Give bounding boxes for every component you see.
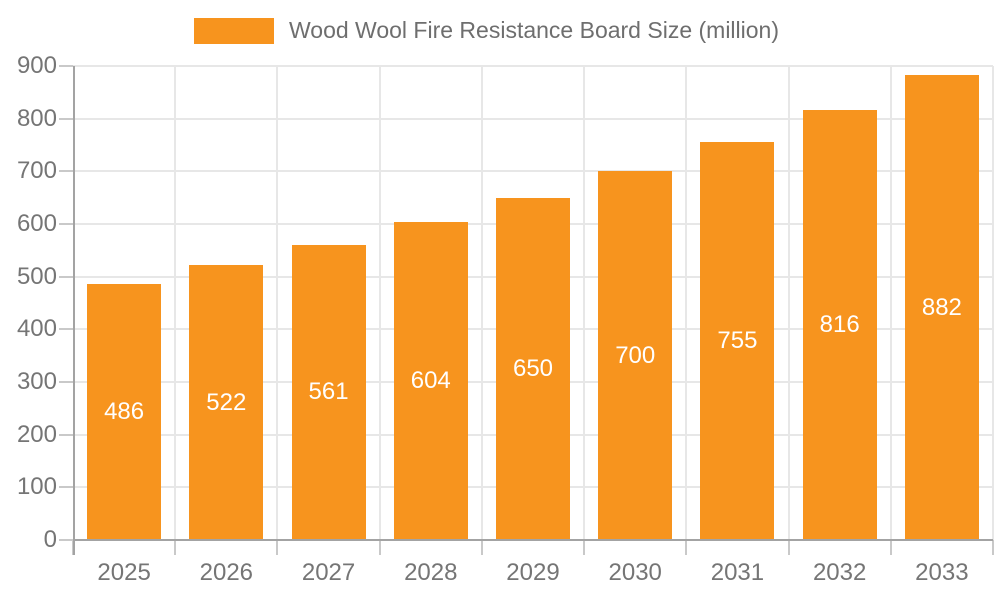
y-axis-tick-0	[59, 539, 73, 541]
x-gridline-5	[583, 66, 586, 540]
bar-2027[interactable]: 561	[291, 244, 366, 540]
bar-value-label-2032: 816	[819, 311, 860, 339]
x-axis-label-2029: 2029	[506, 559, 560, 586]
x-axis-tick-4	[480, 540, 483, 555]
y-axis-label-200: 200	[16, 420, 57, 448]
x-axis-line	[73, 539, 993, 541]
x-gridline-6	[685, 66, 688, 540]
y-axis-line	[73, 66, 75, 555]
x-axis-label-2033: 2033	[915, 559, 969, 586]
y-gridline-700	[73, 170, 993, 173]
x-axis-label-2031: 2031	[710, 559, 765, 586]
x-axis-label-2027: 2027	[301, 559, 356, 586]
x-axis-label-2026: 2026	[199, 559, 254, 586]
x-gridline-8	[889, 66, 892, 540]
y-axis-tick-100	[59, 486, 73, 489]
chart-legend[interactable]: Wood Wool Fire Resistance Board Size (mi…	[194, 17, 779, 44]
x-gridline-1	[174, 66, 177, 540]
y-axis-label-300: 300	[16, 368, 57, 395]
y-gridline-800	[73, 117, 993, 120]
y-axis-tick-400	[59, 328, 73, 331]
x-axis-tick-6	[685, 540, 688, 555]
x-gridline-4	[480, 66, 483, 540]
x-axis-label-2028: 2028	[404, 559, 458, 586]
y-axis-tick-500	[59, 275, 73, 278]
legend-label: Wood Wool Fire Resistance Board Size (mi…	[289, 17, 779, 43]
x-axis-label-2025: 2025	[97, 559, 151, 586]
y-axis-tick-700	[59, 170, 73, 173]
y-axis-label-700: 700	[16, 157, 57, 185]
bar-2028[interactable]: 604	[393, 221, 468, 540]
x-axis-tick-5	[583, 540, 586, 555]
bar-2030[interactable]: 700	[598, 171, 673, 540]
bar-2033[interactable]: 882	[904, 75, 979, 540]
y-axis-tick-600	[59, 223, 73, 225]
y-axis-label-400: 400	[16, 315, 57, 343]
x-gridline-2	[276, 66, 279, 540]
y-axis-label-100: 100	[16, 473, 57, 501]
y-axis-label-600: 600	[16, 210, 57, 237]
legend-swatch	[194, 17, 274, 44]
bar-value-label-2025: 486	[104, 398, 145, 425]
y-axis-tick-300	[59, 381, 73, 383]
x-gridline-7	[787, 66, 790, 540]
y-axis-label-900: 900	[16, 52, 57, 79]
x-axis-tick-7	[787, 540, 790, 555]
y-axis-tick-200	[59, 433, 73, 436]
bar-2025[interactable]: 486	[87, 284, 162, 540]
y-axis-label-500: 500	[16, 262, 57, 290]
y-gridline-900	[73, 65, 993, 67]
x-gridline-3	[378, 66, 381, 540]
y-axis-tick-900	[59, 65, 73, 67]
bar-2031[interactable]: 755	[700, 142, 775, 540]
bar-value-label-2027: 561	[308, 378, 349, 406]
x-axis-tick-1	[174, 540, 177, 555]
bar-value-label-2026: 522	[206, 388, 247, 416]
bar-value-label-2033: 882	[921, 293, 962, 321]
bar-2032[interactable]: 816	[802, 110, 877, 540]
x-axis-tick-3	[378, 540, 381, 555]
x-axis-label-2032: 2032	[812, 559, 867, 586]
x-axis-label-2030: 2030	[608, 559, 662, 586]
x-gridline-9	[992, 66, 994, 540]
x-axis-tick-2	[276, 540, 279, 555]
bar-2026[interactable]: 522	[189, 265, 264, 540]
bar-value-label-2029: 650	[512, 354, 554, 382]
bar-2029[interactable]: 650	[496, 197, 570, 540]
y-axis-label-800: 800	[16, 104, 57, 132]
y-axis-label-0: 0	[43, 526, 57, 553]
x-axis-tick-9	[992, 540, 994, 555]
bar-value-label-2030: 700	[615, 341, 656, 369]
y-axis-tick-800	[59, 117, 73, 120]
bar-value-label-2028: 604	[410, 366, 451, 394]
x-axis-tick-8	[889, 540, 892, 555]
bar-value-label-2031: 755	[717, 327, 758, 355]
